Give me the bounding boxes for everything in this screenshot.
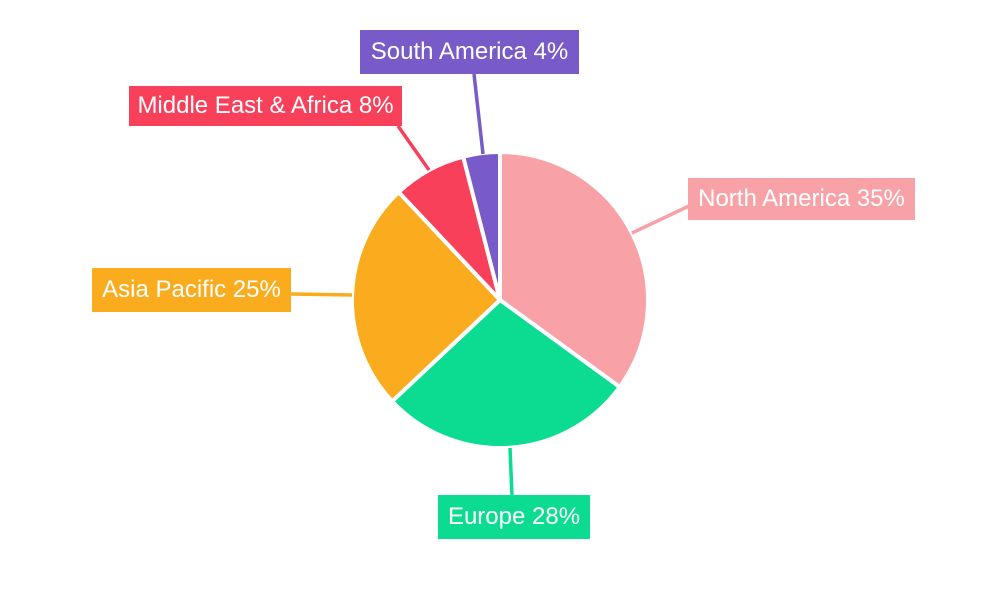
leader-line-south-america bbox=[472, 73, 485, 155]
pie-slice-asia-pacific[interactable] bbox=[350, 190, 502, 404]
pie-label-north-america: North America 35% bbox=[688, 178, 915, 220]
pie-label-middle-east-africa: Middle East & Africa 8% bbox=[129, 86, 402, 126]
pie-slice-north-america[interactable] bbox=[498, 150, 650, 389]
leader-lines-group bbox=[290, 73, 690, 497]
pie-slice-europe[interactable] bbox=[390, 298, 622, 450]
pie-label-south-america: South America 4% bbox=[360, 30, 579, 74]
leader-line-asia-pacific bbox=[290, 292, 353, 297]
leader-line-europe bbox=[508, 447, 514, 497]
leader-line-north-america bbox=[631, 204, 690, 235]
pie-label-europe: Europe 28% bbox=[438, 495, 590, 539]
pie-slices-group bbox=[350, 150, 650, 450]
pie-label-asia-pacific: Asia Pacific 25% bbox=[92, 268, 291, 312]
leader-line-middle-east-africa bbox=[396, 124, 431, 172]
